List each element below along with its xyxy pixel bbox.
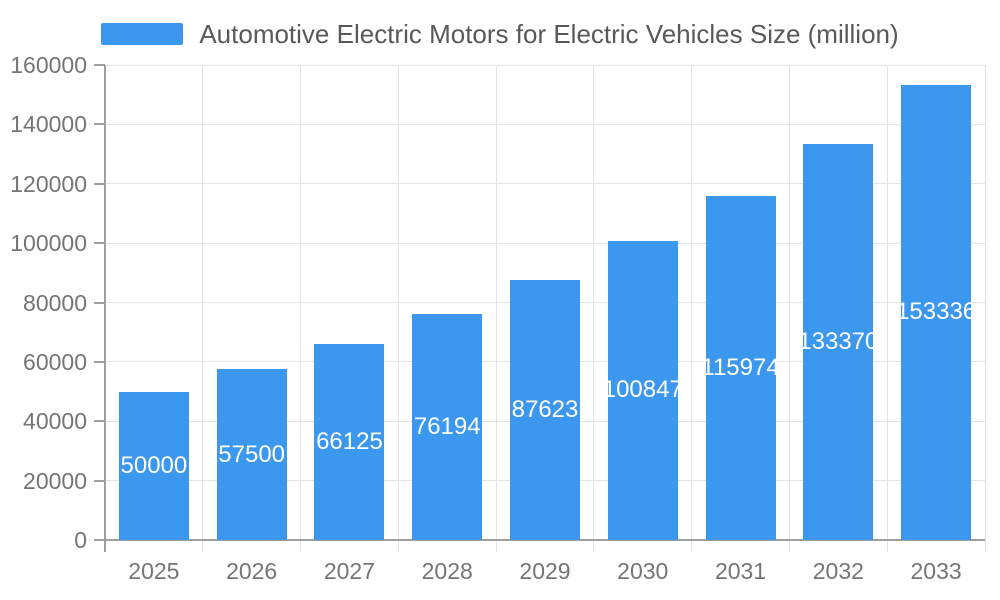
x-axis-label-2026: 2026 [226,558,278,584]
bar-2028[interactable]: 76194 [412,313,483,540]
gridline-vertical [495,65,497,552]
y-axis-tick [94,64,105,66]
x-axis-label-2028: 2028 [421,558,473,584]
bar-value-label-2033: 153336 [896,298,977,326]
y-axis-label: 160000 [10,52,87,78]
bar-value-label-2031: 115974 [701,353,780,381]
x-axis-line [105,539,985,541]
bar-2027[interactable]: 66125 [314,343,385,540]
x-axis-label-2031: 2031 [714,558,767,584]
bar-value-label-2032: 133370 [798,328,879,356]
gridline-vertical [300,65,302,552]
y-axis-line [104,65,106,552]
bar-value-label-2026: 57500 [218,440,286,468]
gridline-horizontal [105,123,985,125]
y-axis-tick [94,479,105,482]
legend-item[interactable]: Automotive Electric Motors for Electric … [101,19,899,49]
y-axis-label: 0 [74,527,87,553]
y-axis-tick [94,182,105,185]
bar-2033[interactable]: 153336 [896,84,976,540]
y-axis-label: 80000 [23,289,87,316]
gridline-vertical [788,65,790,552]
gridline-vertical [691,65,693,552]
gridline-vertical [593,65,595,552]
x-axis-label-2025: 2025 [128,558,180,584]
bar-2030[interactable]: 100847 [603,240,683,540]
legend-label: Automotive Electric Motors for Electric … [199,19,899,49]
x-axis-label-2027: 2027 [323,558,376,584]
gridline-horizontal [105,64,985,66]
y-axis-label: 40000 [23,408,87,435]
bar-value-label-2025: 50000 [120,451,188,479]
bar-2029[interactable]: 87623 [510,279,580,540]
gridline-vertical [984,65,986,552]
y-axis-tick [94,539,105,541]
gridline-horizontal [105,183,985,185]
gridline-horizontal [105,242,985,244]
bar-2025[interactable]: 50000 [118,391,189,540]
y-axis-label: 120000 [10,170,87,197]
x-axis-label-2030: 2030 [617,558,669,584]
bar-2026[interactable]: 57500 [216,369,287,540]
y-axis-label: 100000 [10,230,87,257]
chart-legend: Automotive Electric Motors for Electric … [0,18,1000,50]
gridline-vertical [202,65,204,552]
bar-value-label-2028: 76194 [413,412,481,440]
y-axis-label: 20000 [23,467,87,494]
legend-swatch-icon [101,23,184,45]
x-axis-label-2029: 2029 [519,558,571,584]
y-axis-tick [94,123,105,126]
bar-2032[interactable]: 133370 [798,144,878,540]
x-axis-label-2033: 2033 [910,558,962,584]
bar-value-label-2029: 87623 [511,395,579,423]
gridline-vertical [886,65,888,552]
y-axis-label: 60000 [23,348,87,375]
y-axis-tick [94,242,105,245]
gridline-vertical [397,65,399,552]
bar-2031[interactable]: 115974 [701,195,780,540]
bar-value-label-2027: 66125 [316,427,383,455]
y-axis-tick [94,420,105,423]
x-axis-label-2032: 2032 [812,558,864,584]
y-axis-tick [94,301,105,304]
y-axis-label: 140000 [10,111,87,138]
bar-value-label-2030: 100847 [602,376,683,404]
y-axis-tick [94,360,105,363]
